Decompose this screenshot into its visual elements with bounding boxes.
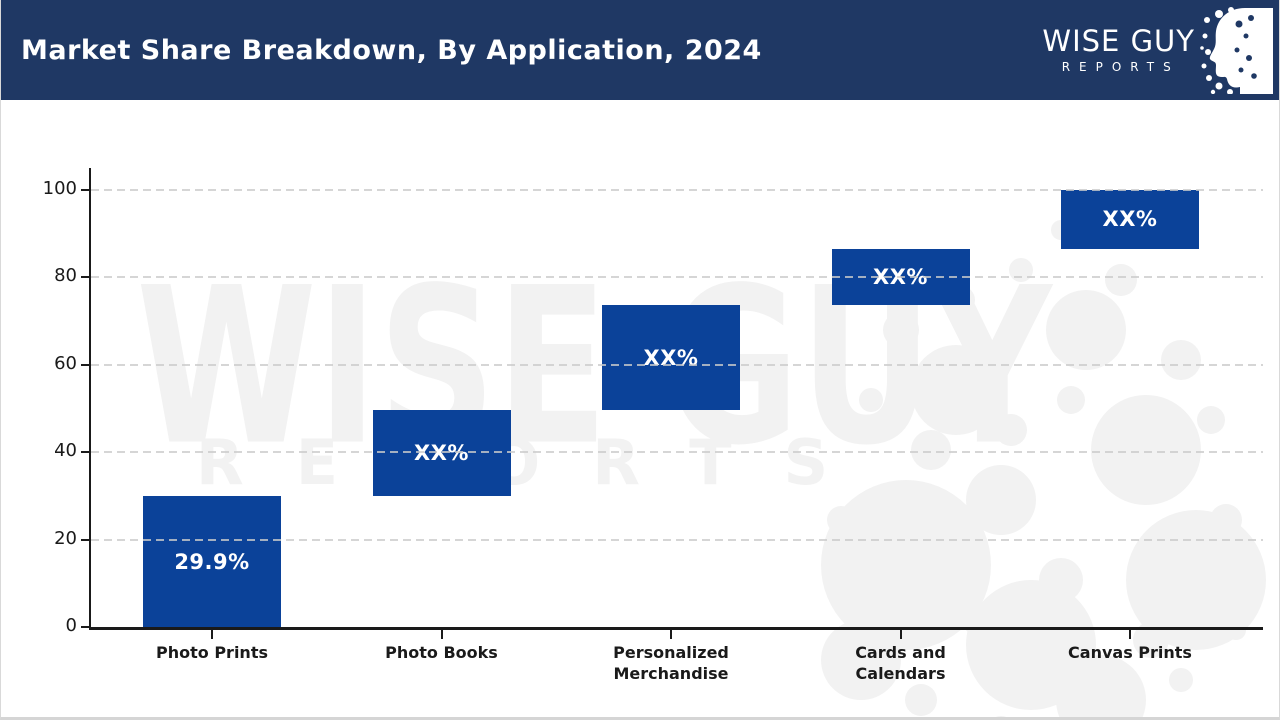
bar-value-label: 29.9%	[174, 549, 250, 574]
logo-subtitle: REPORTS	[1061, 59, 1180, 74]
y-tick-80	[81, 276, 91, 278]
bar-value-label: XX%	[414, 441, 469, 466]
x-tick-1	[211, 630, 213, 639]
page-title: Market Share Breakdown, By Application, …	[21, 34, 762, 66]
watermark-subtitle: REPORTS	[196, 426, 881, 499]
x-axis-label: Canvas Prints	[1068, 643, 1192, 662]
bar-value-label: XX%	[1102, 207, 1158, 232]
header-banner: Market Share Breakdown, By Application, …	[1, 0, 1279, 100]
gridline-80	[91, 276, 1263, 278]
x-axis-label: Cards and Calendars	[855, 643, 946, 683]
x-axis-label: Photo Books	[385, 643, 498, 662]
gridline-100	[91, 188, 1263, 191]
y-tick-100	[81, 188, 91, 191]
gridline-20	[91, 538, 1263, 541]
x-axis-label: Photo Prints	[156, 643, 268, 662]
y-tick-label: 40	[54, 440, 77, 461]
y-tick-label: 0	[65, 615, 77, 636]
gridline-60	[91, 363, 1263, 366]
x-axis-label: Personalized Merchandise	[613, 643, 729, 683]
y-tick-0	[81, 626, 91, 628]
y-tick-60	[81, 363, 91, 366]
y-axis	[89, 168, 91, 630]
y-tick-40	[81, 451, 91, 453]
x-tick-3	[670, 630, 672, 639]
bar-1: 29.9%	[143, 496, 281, 627]
logo-face-icon	[1200, 7, 1273, 94]
y-tick-label: 60	[54, 352, 77, 374]
gridline-40	[91, 451, 1263, 453]
y-tick-label: 80	[54, 265, 77, 286]
bar-value-label: XX%	[643, 345, 699, 370]
y-tick-20	[81, 538, 91, 541]
chart-area: WISE GUY REPORTS 0 20 40 60 80 100 29.9% Photo …	[1, 100, 1279, 717]
bar-5: XX%	[1061, 189, 1199, 249]
x-tick-5	[1129, 630, 1131, 639]
x-axis	[89, 627, 1263, 630]
y-tick-label: 20	[54, 527, 77, 549]
logo-text: WISE GUY REPORTS	[1042, 24, 1195, 74]
logo-wordmark: WISE GUY	[1042, 24, 1195, 59]
bar-2: XX%	[372, 410, 511, 497]
x-tick-2	[440, 630, 443, 639]
wiseguy-logo: WISE GUY REPORTS	[1042, 6, 1279, 94]
bar-3: XX%	[602, 305, 740, 411]
x-tick-4	[899, 630, 902, 639]
y-tick-label: 100	[42, 177, 77, 199]
